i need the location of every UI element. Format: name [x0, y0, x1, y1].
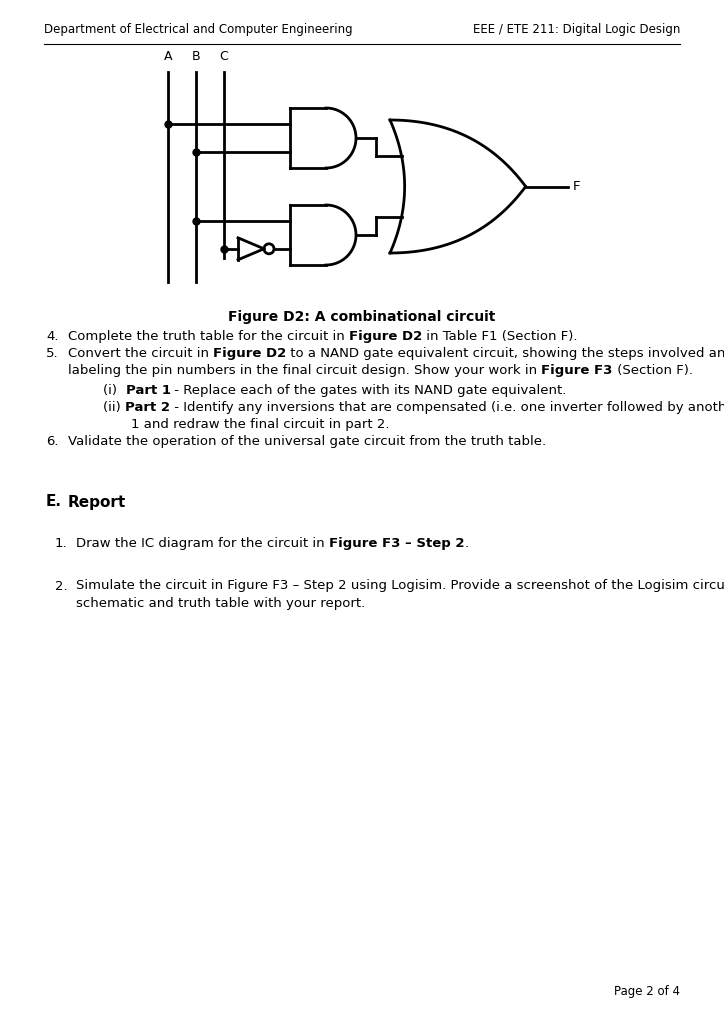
Text: labeling the pin numbers in the final circuit design. Show your work in: labeling the pin numbers in the final ci… — [68, 364, 542, 377]
Text: in Table F1 (Section F).: in Table F1 (Section F). — [422, 330, 578, 343]
Text: C: C — [219, 50, 228, 63]
Text: E.: E. — [46, 495, 62, 510]
Text: Report: Report — [68, 495, 126, 510]
Text: - Identify any inversions that are compensated (i.e. one inverter followed by an: - Identify any inversions that are compe… — [170, 401, 724, 414]
Text: 1 and redraw the final circuit in part 2.: 1 and redraw the final circuit in part 2… — [131, 418, 390, 431]
Text: Convert the circuit in: Convert the circuit in — [68, 347, 214, 360]
Text: Draw the IC diagram for the circuit in: Draw the IC diagram for the circuit in — [76, 537, 329, 550]
Text: (i): (i) — [103, 384, 125, 397]
Text: - Replace each of the gates with its NAND gate equivalent.: - Replace each of the gates with its NAN… — [170, 384, 567, 397]
Text: Figure F3 – Step 2: Figure F3 – Step 2 — [329, 537, 464, 550]
Text: 1.: 1. — [55, 537, 67, 550]
Text: Figure F3: Figure F3 — [542, 364, 613, 377]
Text: Figure D2: Figure D2 — [214, 347, 287, 360]
Text: (ii): (ii) — [103, 401, 125, 414]
Text: Figure D2: Figure D2 — [349, 330, 422, 343]
Text: F: F — [573, 180, 580, 193]
Text: Simulate the circuit in Figure F3 – Step 2 using Logisim. Provide a screenshot o: Simulate the circuit in Figure F3 – Step… — [76, 580, 724, 593]
Text: Figure D2: A combinational circuit: Figure D2: A combinational circuit — [228, 310, 496, 324]
Text: .: . — [464, 537, 468, 550]
Text: 5.: 5. — [46, 347, 59, 360]
Text: 4.: 4. — [46, 330, 59, 343]
Text: A: A — [164, 50, 172, 63]
Text: Page 2 of 4: Page 2 of 4 — [614, 985, 680, 998]
Text: 6.: 6. — [46, 435, 59, 449]
Text: schematic and truth table with your report.: schematic and truth table with your repo… — [76, 597, 365, 609]
Text: (Section F).: (Section F). — [613, 364, 693, 377]
Text: EEE / ETE 211: Digital Logic Design: EEE / ETE 211: Digital Logic Design — [473, 24, 680, 37]
Text: Department of Electrical and Computer Engineering: Department of Electrical and Computer En… — [44, 24, 353, 37]
Text: to a NAND gate equivalent circuit, showing the steps involved and clearly: to a NAND gate equivalent circuit, showi… — [287, 347, 724, 360]
Text: B: B — [192, 50, 201, 63]
Text: Part 2: Part 2 — [125, 401, 170, 414]
Text: Part 1: Part 1 — [125, 384, 170, 397]
Text: Validate the operation of the universal gate circuit from the truth table.: Validate the operation of the universal … — [68, 435, 546, 449]
Text: 2.: 2. — [55, 580, 67, 593]
Text: Complete the truth table for the circuit in: Complete the truth table for the circuit… — [68, 330, 349, 343]
